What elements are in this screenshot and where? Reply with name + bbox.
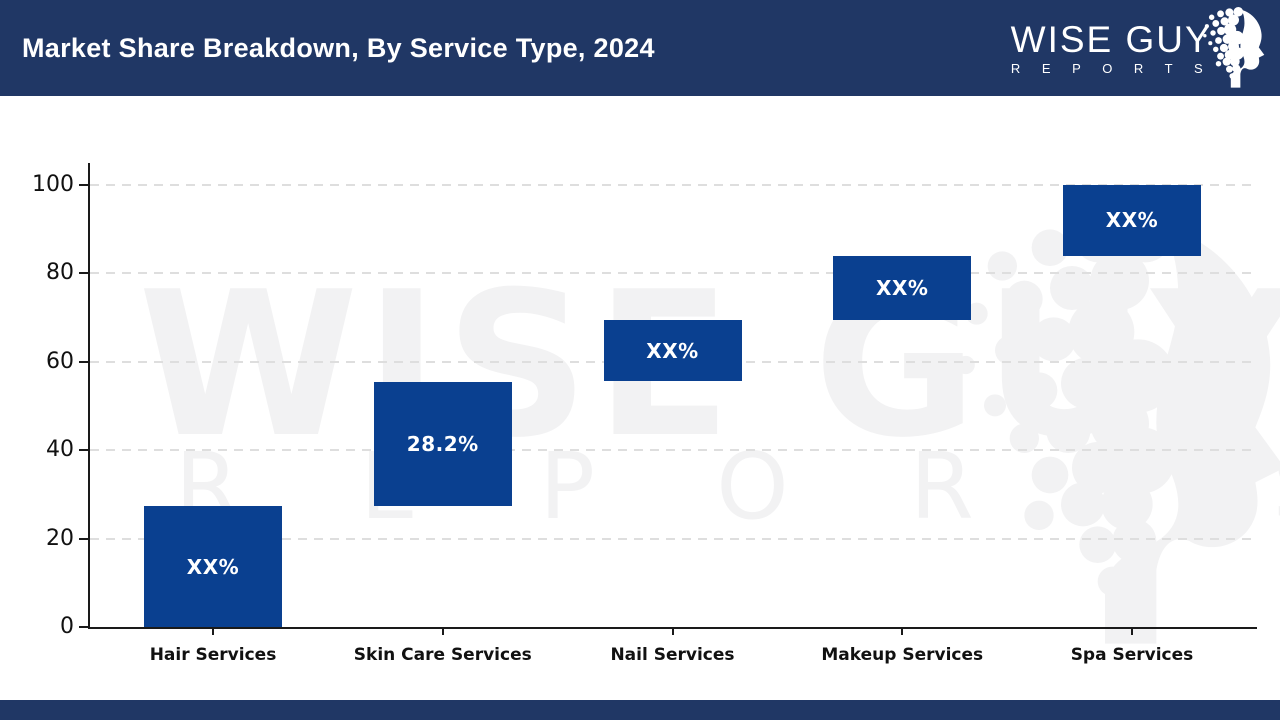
- bar-value-label: XX%: [1105, 208, 1159, 233]
- logo-head-icon: [1202, 7, 1264, 88]
- x-category-label: Hair Services: [149, 645, 277, 665]
- y-tick-mark: [79, 537, 88, 540]
- bar: XX%: [603, 320, 742, 382]
- x-category-label: Skin Care Services: [353, 645, 532, 665]
- y-tick-mark: [79, 183, 88, 186]
- gridline: [90, 183, 1257, 186]
- bar: XX%: [833, 255, 972, 321]
- page-title: Market Share Breakdown, By Service Type,…: [22, 32, 655, 63]
- plot-area: 0 20 40 60 80 100 XX% Hair Services 28.2% Skin Ca…: [32, 163, 1257, 665]
- gridline: [90, 272, 1257, 275]
- bar: XX%: [144, 506, 282, 627]
- logo-subtext: R E P O R T S: [1010, 60, 1212, 76]
- gridline: [90, 537, 1257, 540]
- y-tick-label: 40: [46, 437, 74, 463]
- y-tick-label: 60: [46, 348, 74, 374]
- x-category-label: Spa Services: [1070, 645, 1194, 665]
- y-tick-label: 0: [60, 614, 74, 639]
- x-tick-mark: [901, 627, 904, 635]
- footer-bar: [0, 700, 1280, 720]
- y-tick-mark: [79, 449, 88, 452]
- y-tick-mark: [79, 272, 88, 275]
- gridline: [90, 449, 1257, 452]
- logo-text: WISE GUY R E P O R T S: [1011, 21, 1212, 76]
- y-tick-label: 20: [46, 525, 74, 551]
- x-tick-mark: [1131, 627, 1133, 635]
- bar: XX%: [1063, 184, 1201, 256]
- wiseguy-logo: WISE GUY R E P O R T S: [1011, 7, 1280, 89]
- x-tick-mark: [441, 627, 444, 635]
- y-tick-mark: [79, 360, 88, 363]
- bar-value-label: 28.2%: [406, 431, 479, 456]
- logo-wordmark: WISE GUY: [1010, 18, 1212, 60]
- watermark: WISE GUY R E P O R T S: [0, 96, 1280, 700]
- y-tick-label: 80: [46, 260, 74, 286]
- y-tick-mark: [79, 626, 88, 628]
- y-tick-label: 100: [32, 171, 74, 197]
- header-bar: Market Share Breakdown, By Service Type,…: [0, 0, 1280, 96]
- bar-value-label: XX%: [876, 276, 929, 301]
- bar-value-label: XX%: [186, 554, 240, 579]
- x-tick-mark: [671, 627, 674, 635]
- bar: 28.2%: [373, 381, 512, 507]
- bar-value-label: XX%: [646, 338, 699, 363]
- x-category-label: Nail Services: [610, 645, 735, 665]
- x-tick-mark: [212, 627, 214, 635]
- x-category-label: Makeup Services: [821, 645, 984, 665]
